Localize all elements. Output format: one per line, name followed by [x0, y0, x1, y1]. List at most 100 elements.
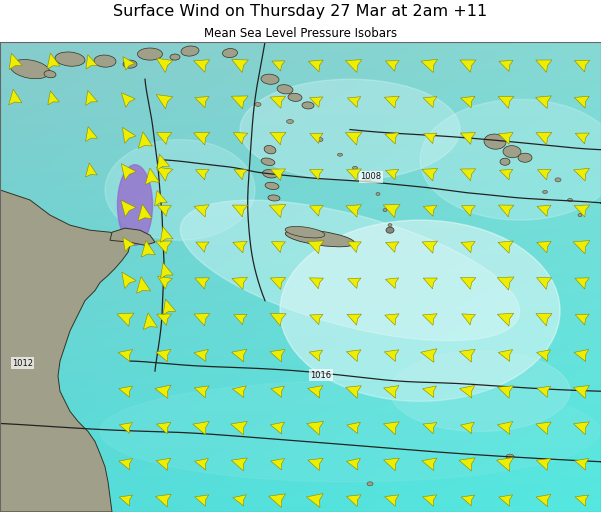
Polygon shape [193, 421, 209, 435]
Polygon shape [423, 314, 437, 325]
Ellipse shape [285, 230, 355, 247]
Polygon shape [385, 278, 398, 288]
Ellipse shape [255, 102, 261, 106]
Polygon shape [122, 272, 136, 289]
Polygon shape [155, 385, 171, 398]
Polygon shape [536, 133, 552, 145]
Polygon shape [459, 458, 475, 471]
Text: Mean Sea Level Pressure Isobars: Mean Sea Level Pressure Isobars [204, 27, 397, 40]
Polygon shape [383, 422, 399, 435]
Polygon shape [309, 350, 323, 361]
Polygon shape [347, 97, 361, 108]
Polygon shape [232, 59, 248, 73]
Polygon shape [86, 55, 97, 69]
Polygon shape [308, 386, 323, 398]
Polygon shape [498, 96, 514, 109]
Polygon shape [233, 241, 247, 253]
Polygon shape [119, 495, 132, 506]
Polygon shape [156, 95, 173, 109]
Polygon shape [194, 313, 210, 326]
Polygon shape [119, 422, 132, 433]
Polygon shape [460, 278, 476, 289]
Ellipse shape [118, 165, 153, 245]
Polygon shape [462, 314, 475, 325]
Polygon shape [575, 96, 590, 108]
Text: 1008: 1008 [360, 173, 381, 181]
Ellipse shape [578, 214, 582, 217]
Polygon shape [270, 350, 285, 362]
Ellipse shape [280, 220, 560, 401]
Ellipse shape [420, 99, 601, 220]
Polygon shape [462, 206, 475, 216]
Polygon shape [499, 60, 513, 72]
Polygon shape [575, 314, 589, 325]
Polygon shape [461, 495, 475, 506]
Ellipse shape [181, 46, 199, 56]
Ellipse shape [138, 48, 162, 60]
Polygon shape [156, 494, 171, 507]
Polygon shape [460, 386, 475, 398]
Polygon shape [537, 278, 552, 289]
Polygon shape [537, 169, 551, 180]
Polygon shape [385, 133, 399, 144]
Ellipse shape [170, 54, 180, 60]
Polygon shape [119, 386, 132, 397]
Polygon shape [383, 458, 399, 471]
Polygon shape [156, 241, 172, 253]
Polygon shape [123, 127, 136, 143]
Polygon shape [346, 350, 361, 361]
Polygon shape [138, 132, 153, 148]
Polygon shape [194, 386, 209, 398]
Polygon shape [347, 242, 361, 252]
Polygon shape [156, 167, 173, 181]
Polygon shape [310, 169, 323, 180]
Polygon shape [156, 349, 171, 362]
Ellipse shape [261, 158, 275, 165]
Polygon shape [269, 494, 285, 507]
Polygon shape [270, 278, 285, 289]
Text: 1016: 1016 [310, 371, 331, 379]
Polygon shape [270, 133, 286, 145]
Polygon shape [574, 205, 590, 217]
Polygon shape [233, 205, 248, 217]
Ellipse shape [236, 97, 244, 102]
Polygon shape [231, 458, 247, 471]
Polygon shape [195, 458, 209, 470]
Polygon shape [271, 242, 285, 252]
Polygon shape [117, 313, 134, 326]
Polygon shape [423, 422, 437, 434]
Polygon shape [460, 96, 475, 108]
Ellipse shape [264, 145, 276, 154]
Polygon shape [424, 133, 437, 143]
Polygon shape [346, 495, 361, 506]
Polygon shape [270, 422, 285, 434]
Polygon shape [270, 313, 286, 326]
Ellipse shape [518, 153, 532, 162]
Ellipse shape [302, 102, 314, 109]
Polygon shape [536, 60, 552, 72]
Ellipse shape [55, 52, 85, 66]
Ellipse shape [277, 84, 293, 94]
Polygon shape [498, 205, 514, 217]
Polygon shape [123, 237, 135, 251]
Polygon shape [347, 169, 361, 180]
Polygon shape [498, 133, 513, 144]
Polygon shape [310, 314, 323, 325]
Polygon shape [157, 314, 172, 325]
Polygon shape [272, 61, 285, 71]
Ellipse shape [388, 224, 392, 227]
Polygon shape [143, 313, 157, 330]
Polygon shape [537, 241, 551, 253]
Polygon shape [194, 205, 209, 217]
Ellipse shape [338, 153, 343, 156]
Polygon shape [85, 126, 97, 141]
Polygon shape [307, 421, 324, 435]
Polygon shape [537, 205, 551, 217]
Polygon shape [498, 350, 513, 361]
Text: 1012: 1012 [12, 358, 33, 368]
Polygon shape [421, 59, 438, 73]
Polygon shape [346, 205, 362, 217]
Ellipse shape [567, 199, 573, 202]
Polygon shape [459, 349, 475, 362]
Polygon shape [195, 169, 209, 180]
